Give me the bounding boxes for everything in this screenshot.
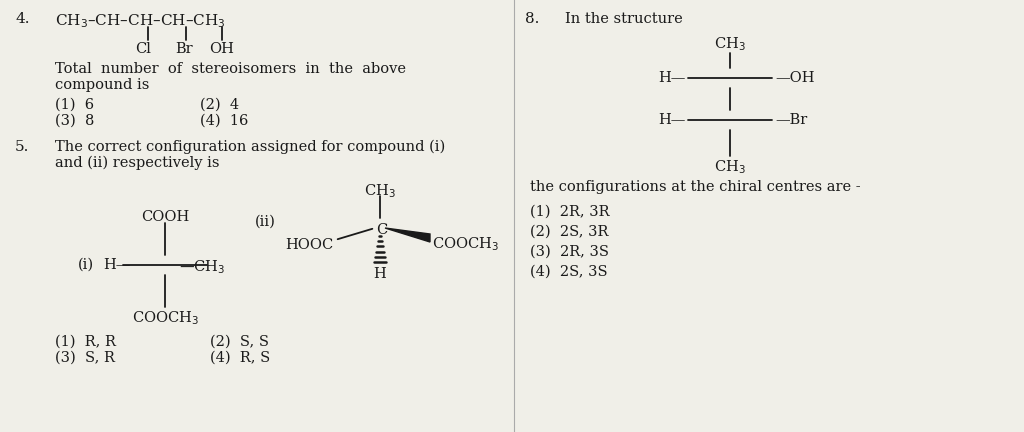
Text: The correct configuration assigned for compound (i): The correct configuration assigned for c… <box>55 140 445 154</box>
Text: (2)  4: (2) 4 <box>200 98 240 112</box>
Text: C: C <box>377 223 388 237</box>
Text: (3)  S, R: (3) S, R <box>55 351 115 365</box>
Text: COOCH$_3$: COOCH$_3$ <box>131 309 199 327</box>
Text: 4.: 4. <box>15 12 30 26</box>
Text: (4)  2S, 3S: (4) 2S, 3S <box>530 265 607 279</box>
Text: the configurations at the chiral centres are -: the configurations at the chiral centres… <box>530 180 860 194</box>
Text: (i): (i) <box>78 258 94 272</box>
Text: —OH: —OH <box>775 71 814 85</box>
Text: (4)  R, S: (4) R, S <box>210 351 270 365</box>
Text: and (ii) respectively is: and (ii) respectively is <box>55 156 219 170</box>
Text: CH$_3$: CH$_3$ <box>365 182 396 200</box>
Text: CH$_3$: CH$_3$ <box>714 35 745 53</box>
Text: 8.: 8. <box>525 12 540 26</box>
Text: H—: H— <box>658 113 686 127</box>
Text: Total  number  of  stereoisomers  in  the  above: Total number of stereoisomers in the abo… <box>55 62 406 76</box>
Text: (2)  2S, 3R: (2) 2S, 3R <box>530 225 608 239</box>
Text: H: H <box>374 267 386 281</box>
Text: (1)  2R, 3R: (1) 2R, 3R <box>530 205 609 219</box>
Text: H—: H— <box>658 71 686 85</box>
Text: (3)  8: (3) 8 <box>55 114 94 128</box>
Text: COOH: COOH <box>141 210 189 224</box>
Text: (3)  2R, 3S: (3) 2R, 3S <box>530 245 609 259</box>
Text: (ii): (ii) <box>255 215 275 229</box>
Text: (4)  16: (4) 16 <box>200 114 249 128</box>
Text: —Br: —Br <box>775 113 807 127</box>
Text: (1)  R, R: (1) R, R <box>55 335 116 349</box>
Text: compound is: compound is <box>55 78 150 92</box>
Polygon shape <box>385 228 430 242</box>
Text: —CH$_3$: —CH$_3$ <box>179 258 225 276</box>
Text: CH$_3$: CH$_3$ <box>714 158 745 176</box>
Text: (2)  S, S: (2) S, S <box>210 335 269 349</box>
Text: OH: OH <box>210 42 234 56</box>
Text: H—: H— <box>103 258 130 272</box>
Text: (1)  6: (1) 6 <box>55 98 94 112</box>
Text: HOOC: HOOC <box>285 238 333 252</box>
Text: CH$_3$–CH–CH–CH–CH$_3$: CH$_3$–CH–CH–CH–CH$_3$ <box>55 12 225 30</box>
Text: COOCH$_3$: COOCH$_3$ <box>432 235 499 253</box>
Text: Cl: Cl <box>135 42 151 56</box>
Text: Br: Br <box>175 42 193 56</box>
Text: In the structure: In the structure <box>565 12 683 26</box>
Text: 5.: 5. <box>15 140 30 154</box>
